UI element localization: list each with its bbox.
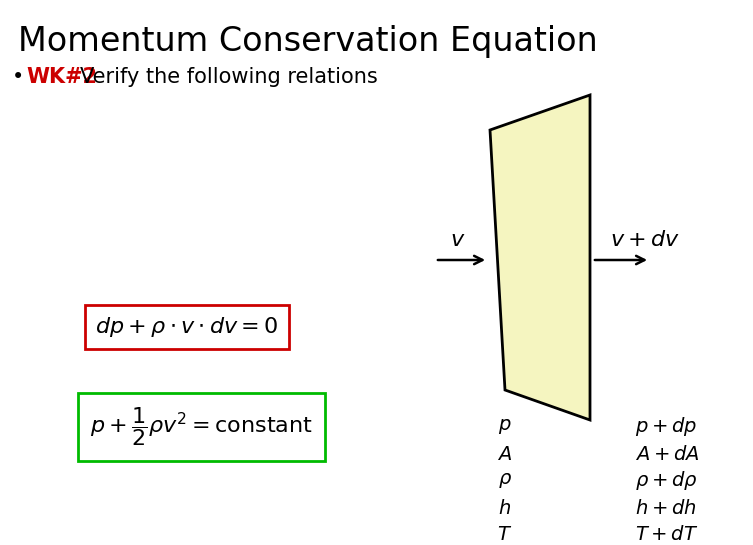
Text: $\mathit{\rho}$: $\mathit{\rho}$: [498, 471, 512, 490]
Text: $\mathit{A + dA}$: $\mathit{A + dA}$: [635, 445, 700, 463]
Text: $\mathit{p}$: $\mathit{p}$: [498, 417, 512, 437]
Text: $dp + \rho \cdot v \cdot dv = 0$: $dp + \rho \cdot v \cdot dv = 0$: [95, 315, 279, 339]
Text: Momentum Conservation Equation: Momentum Conservation Equation: [18, 25, 598, 58]
Text: $\mathit{T + dT}$: $\mathit{T + dT}$: [635, 525, 698, 544]
Text: $\mathit{\rho + d\rho}$: $\mathit{\rho + d\rho}$: [635, 469, 698, 493]
Text: $\mathit{v}$: $\mathit{v}$: [450, 230, 465, 250]
Text: WK#2: WK#2: [26, 67, 97, 87]
Polygon shape: [490, 95, 590, 420]
Text: $p + \dfrac{1}{2}\rho v^2 = \mathrm{constant}$: $p + \dfrac{1}{2}\rho v^2 = \mathrm{cons…: [90, 405, 312, 449]
Text: $\mathit{A}$: $\mathit{A}$: [498, 445, 513, 463]
Text: Verify the following relations: Verify the following relations: [80, 67, 378, 87]
Text: $\mathit{h + dh}$: $\mathit{h + dh}$: [635, 499, 697, 518]
Text: $\mathit{h}$: $\mathit{h}$: [498, 499, 511, 518]
Text: $\mathit{v + dv}$: $\mathit{v + dv}$: [610, 230, 680, 250]
Text: $\mathit{p + dp}$: $\mathit{p + dp}$: [635, 415, 697, 439]
Text: $\mathit{T}$: $\mathit{T}$: [498, 525, 513, 544]
Text: •: •: [12, 67, 24, 87]
